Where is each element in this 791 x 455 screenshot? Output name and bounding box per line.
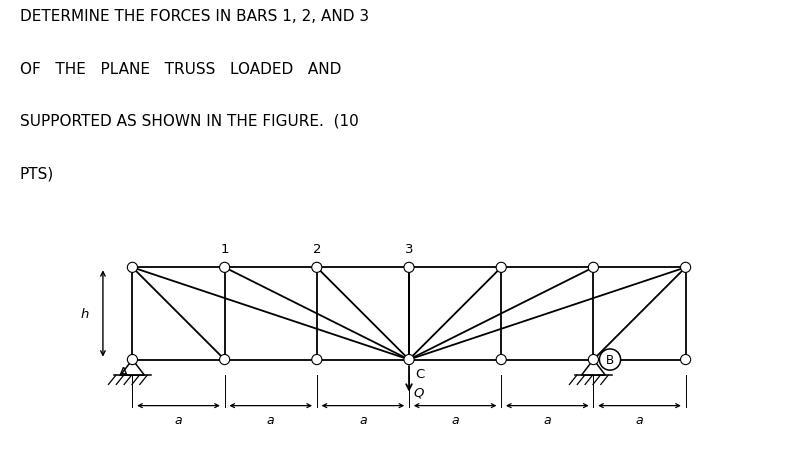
Text: PTS): PTS) bbox=[20, 166, 54, 181]
Circle shape bbox=[127, 263, 138, 273]
Circle shape bbox=[404, 355, 414, 365]
Circle shape bbox=[312, 263, 322, 273]
Text: a: a bbox=[636, 413, 643, 426]
Circle shape bbox=[496, 355, 506, 365]
Text: 3: 3 bbox=[405, 243, 413, 256]
Text: SUPPORTED AS SHOWN IN THE FIGURE.  (10: SUPPORTED AS SHOWN IN THE FIGURE. (10 bbox=[20, 114, 358, 129]
Text: 2: 2 bbox=[312, 243, 321, 256]
Text: OF   THE   PLANE   TRUSS   LOADED   AND: OF THE PLANE TRUSS LOADED AND bbox=[20, 61, 341, 76]
Circle shape bbox=[600, 349, 621, 370]
Text: h: h bbox=[81, 307, 89, 320]
Circle shape bbox=[589, 263, 599, 273]
Text: DETERMINE THE FORCES IN BARS 1, 2, AND 3: DETERMINE THE FORCES IN BARS 1, 2, AND 3 bbox=[20, 9, 369, 24]
Circle shape bbox=[680, 355, 691, 365]
Circle shape bbox=[220, 263, 229, 273]
Text: 1: 1 bbox=[221, 243, 229, 256]
Circle shape bbox=[404, 263, 414, 273]
Text: A: A bbox=[119, 365, 128, 378]
Text: B: B bbox=[606, 353, 614, 366]
Text: a: a bbox=[452, 413, 459, 426]
Text: a: a bbox=[543, 413, 551, 426]
Circle shape bbox=[220, 355, 229, 365]
Circle shape bbox=[312, 355, 322, 365]
Text: a: a bbox=[267, 413, 274, 426]
Circle shape bbox=[680, 263, 691, 273]
Circle shape bbox=[496, 263, 506, 273]
Text: Q: Q bbox=[414, 385, 424, 399]
Circle shape bbox=[127, 355, 138, 365]
Text: a: a bbox=[175, 413, 183, 426]
Text: a: a bbox=[359, 413, 367, 426]
Text: C: C bbox=[415, 367, 425, 380]
Circle shape bbox=[589, 355, 599, 365]
